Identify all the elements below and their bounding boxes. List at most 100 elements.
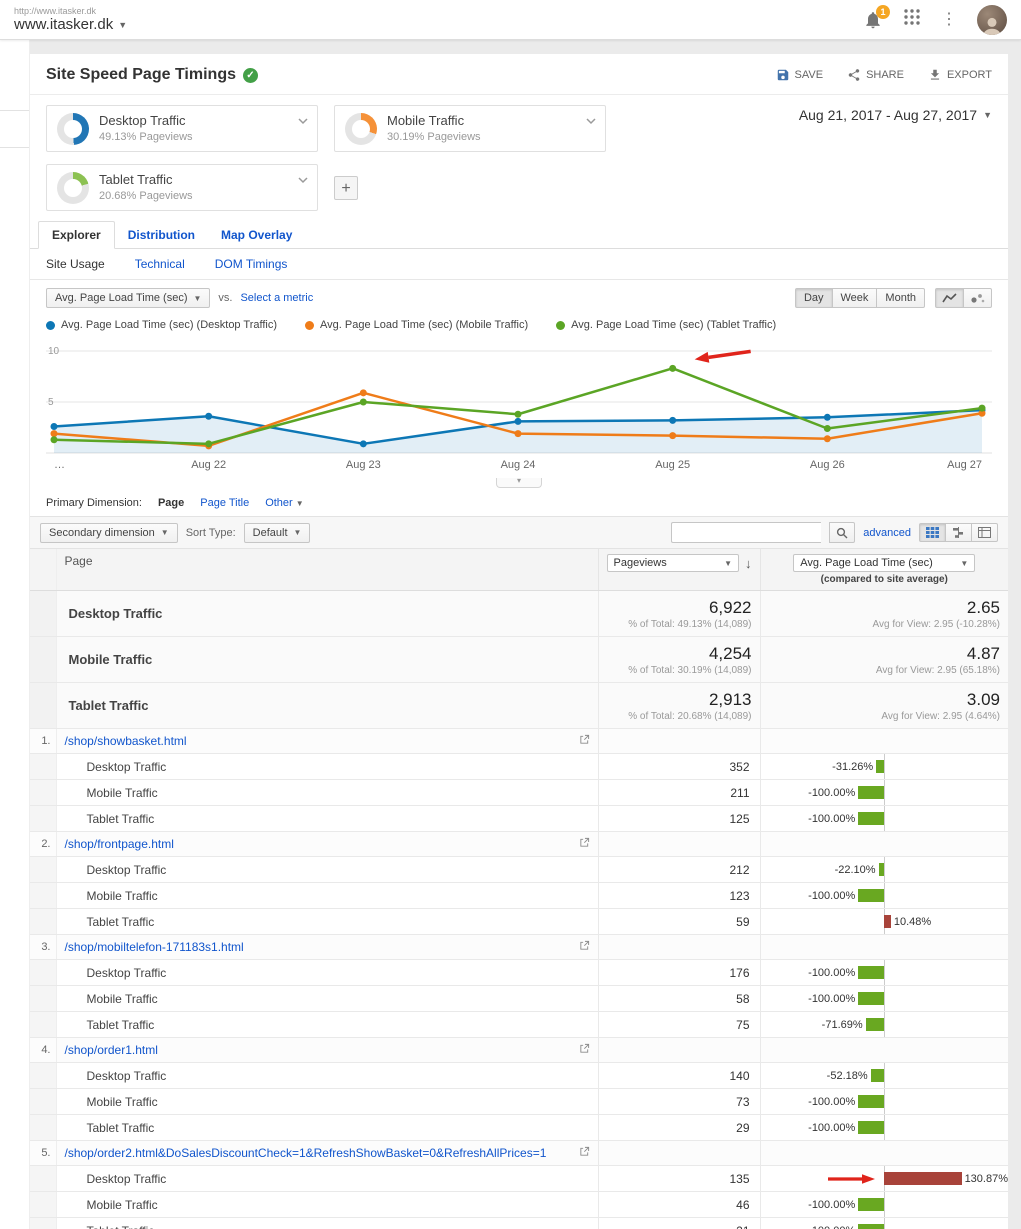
legend-item[interactable]: Avg. Page Load Time (sec) (Mobile Traffi… [305,319,528,331]
granularity-week[interactable]: Week [831,288,878,308]
timeline-collapse-handle[interactable]: ▾ [496,477,542,488]
svg-text:Aug 25: Aug 25 [655,459,690,471]
page-link[interactable]: /shop/order1.html [64,1043,158,1057]
delta-bar [858,786,885,799]
granularity-day[interactable]: Day [794,288,833,308]
segment-data-row: Tablet Traffic 29 -100.00% [30,1114,1008,1141]
date-range-picker[interactable]: Aug 21, 2017 - Aug 27, 2017 ▼ [799,107,992,123]
share-button[interactable]: SHARE [847,68,904,82]
chevron-down-icon: ▼ [160,528,169,537]
summary-segment-name: Mobile Traffic [56,636,598,683]
sort-type-value: Default [252,526,288,539]
subtab-technical[interactable]: Technical [134,257,185,271]
svg-text:…: … [54,459,65,471]
property-url: http://www.itasker.dk [14,5,97,16]
apps-grid-button[interactable] [903,8,921,31]
segment-detail: 20.68% Pageviews [99,189,193,202]
report-table: Page Pageviews ▼ ↓ Avg. Pag [30,549,1008,1229]
secondary-dimension-dropdown[interactable]: Secondary dimension ▼ [40,522,178,543]
primary-dimension-label: Primary Dimension: [46,497,142,509]
left-nav-rail[interactable] [0,40,30,1229]
metric-dropdown[interactable]: Avg. Page Load Time (sec) ▼ [46,288,211,308]
open-in-new-icon[interactable] [579,1043,590,1057]
dimension-page-title[interactable]: Page Title [200,497,250,509]
delta-percent: 130.87% [964,1172,1008,1185]
page-column-header[interactable]: Page [56,549,598,591]
summary-row: Tablet Traffic 2,913% of Total: 20.68% (1… [30,682,1008,729]
pageviews-metric-dropdown[interactable]: Pageviews ▼ [606,554,739,572]
legend-item[interactable]: Avg. Page Load Time (sec) (Tablet Traffi… [556,319,776,331]
dimension-page[interactable]: Page [157,497,185,509]
page-link[interactable]: /shop/showbasket.html [64,734,187,748]
page-link[interactable]: /shop/mobiltelefon-171183s1.html [64,940,244,954]
summary-load-value: 3.09 [966,689,1000,709]
chevron-down-icon[interactable] [585,112,597,130]
dimension-other-dropdown[interactable]: Other ▼ [265,497,304,509]
account-selector[interactable]: http://www.itasker.dk www.itasker.dk ▼ [14,6,863,34]
save-button[interactable]: SAVE [776,68,823,82]
tab-explorer[interactable]: Explorer [38,221,115,249]
motion-chart-icon [971,294,985,303]
segment-name: Tablet Traffic [99,171,173,187]
row-index: 3. [30,934,57,960]
avatar[interactable] [977,4,1007,35]
floppy-save-icon [777,69,788,81]
timeseries-chart[interactable]: 5 10 … Aug 22 Aug 23 Aug 24 Aug 25 Aug 26 Aug 27 [46,337,992,471]
segment-pageviews-value: 123 [597,882,760,909]
metric-group-tabs: Site Usage Technical DOM Timings [30,249,1008,280]
segment-cards: Desktop Traffic 49.13% Pageviews Mobile Tr… [46,105,666,211]
advanced-search-link[interactable]: advanced [863,526,911,539]
chevron-down-icon[interactable] [297,112,309,130]
segment-card[interactable]: Mobile Traffic 30.19% Pageviews [334,105,606,152]
legend-item[interactable]: Avg. Page Load Time (sec) (Desktop Traff… [46,319,277,331]
sort-type-dropdown[interactable]: Default ▼ [243,522,311,543]
page-link[interactable]: /shop/order2.html&DoSalesDiscountCheck=1… [64,1146,547,1160]
subtab-site-usage[interactable]: Site Usage [46,257,105,271]
granularity-month[interactable]: Month [876,288,925,308]
segment-data-row: Mobile Traffic 211 -100.00% [30,779,1008,806]
select-metric-link[interactable]: Select a metric [240,292,314,304]
open-in-new-icon[interactable] [579,1146,590,1160]
load-time-subheader: (compared to site average) [820,574,948,585]
page-row: 4. /shop/order1.html [30,1037,1008,1063]
delta-bar [858,1224,885,1229]
open-in-new-icon[interactable] [579,734,590,748]
segment-data-row: Desktop Traffic 212 -22.10% [30,856,1008,883]
pivot-view-toggle[interactable] [971,523,998,542]
segment-card[interactable]: Desktop Traffic 49.13% Pageviews [46,105,318,152]
summary-pageviews-value: 2,913 [708,689,752,709]
delta-percent: -71.69% [821,1018,863,1031]
metric-row: Avg. Page Load Time (sec) ▼ vs. Select a… [30,280,1008,316]
line-chart-toggle[interactable] [935,288,964,308]
load-time-metric-dropdown[interactable]: Avg. Page Load Time (sec) ▼ [793,554,976,572]
notifications-button[interactable]: 1 [863,4,890,30]
open-in-new-icon[interactable] [579,837,590,851]
date-range-label: Aug 21, 2017 - Aug 27, 2017 [798,107,978,123]
comparison-icon [953,527,963,538]
comparison-view-toggle[interactable] [945,523,972,542]
more-options-button[interactable]: ⋮ [941,10,957,28]
table-search-input[interactable] [671,522,822,543]
segment-pageviews-value: 352 [597,753,760,780]
open-in-new-icon[interactable] [579,940,590,954]
vs-label: vs. [218,292,233,304]
delta-percent: -22.10% [834,863,876,876]
sort-descending-icon[interactable]: ↓ [745,555,752,571]
delta-bar [858,1095,885,1108]
export-button[interactable]: EXPORT [928,68,992,82]
row-index: 2. [30,831,57,857]
tab-map-overlay[interactable]: Map Overlay [221,228,293,242]
table-view-toggle[interactable] [919,523,946,542]
segment-card[interactable]: Tablet Traffic 20.68% Pageviews [46,164,318,211]
chevron-down-icon: ▼ [960,558,969,568]
motion-chart-toggle[interactable] [963,288,992,308]
page-link[interactable]: /shop/frontpage.html [64,837,174,851]
chevron-down-icon[interactable] [297,171,309,189]
subtab-dom-timings[interactable]: DOM Timings [214,257,288,271]
add-segment-button[interactable]: + [334,175,358,200]
tab-distribution[interactable]: Distribution [127,228,196,242]
segments-area: Desktop Traffic 49.13% Pageviews Mobile Tr… [30,95,1008,219]
segment-detail: 30.19% Pageviews [387,130,481,143]
search-button[interactable] [829,522,856,543]
